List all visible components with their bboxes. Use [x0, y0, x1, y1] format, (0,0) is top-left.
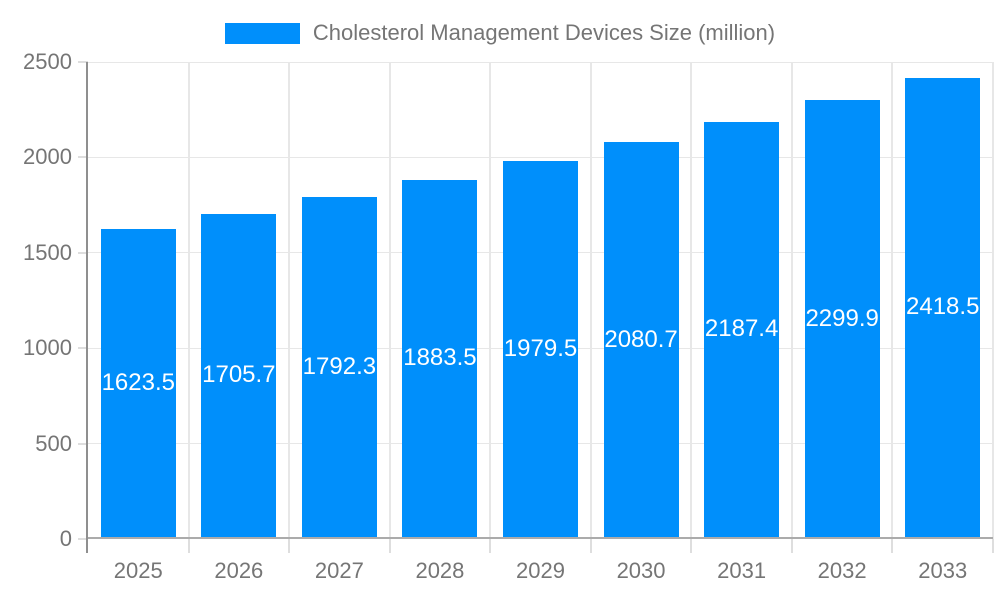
- x-axis-label: 2030: [616, 558, 666, 583]
- bar[interactable]: 1792.3: [301, 197, 377, 537]
- gridline-horizontal: [88, 156, 993, 158]
- bar[interactable]: 2187.4: [704, 121, 780, 537]
- bar-value-label: 2080.7: [604, 325, 678, 353]
- bar-value-label: 1705.7: [202, 361, 276, 389]
- gridline-vertical: [388, 62, 391, 539]
- gridline-vertical: [891, 62, 894, 539]
- y-axis-tick: [78, 61, 88, 63]
- x-axis-tick: [690, 539, 693, 553]
- y-axis-tick: [78, 347, 88, 350]
- bar-value-label: 1979.5: [503, 335, 578, 363]
- x-axis-label: 2029: [516, 558, 565, 583]
- x-axis-label: 2027: [314, 558, 364, 583]
- y-axis-label: 0: [59, 526, 72, 551]
- bar[interactable]: 2299.9: [804, 100, 880, 537]
- gridline-vertical: [187, 62, 190, 539]
- bar-value-label: 2299.9: [805, 304, 879, 332]
- bar[interactable]: 2418.5: [905, 77, 981, 537]
- gridline-vertical: [690, 62, 693, 539]
- chart-legend[interactable]: Cholesterol Management Devices Size (mil…: [0, 20, 1000, 46]
- x-axis-tick: [992, 539, 994, 553]
- gridline-vertical: [992, 62, 994, 539]
- bar[interactable]: 1883.5: [402, 179, 478, 537]
- x-axis-tick: [388, 539, 391, 553]
- bar-value-label: 1792.3: [302, 353, 377, 381]
- y-axis-label: 1000: [23, 335, 72, 361]
- y-axis-line: [86, 62, 88, 553]
- gridline-vertical: [288, 62, 291, 539]
- gridline-vertical: [489, 62, 492, 539]
- x-axis-label: 2033: [918, 558, 968, 583]
- x-axis-label: 2031: [717, 558, 767, 583]
- legend-series-label: Cholesterol Management Devices Size (mil…: [312, 20, 776, 45]
- x-axis-tick: [489, 539, 492, 553]
- x-axis-label: 2028: [415, 558, 465, 583]
- x-axis-label: 2026: [214, 558, 264, 583]
- gridline-vertical: [790, 62, 793, 539]
- bar[interactable]: 1623.5: [100, 229, 176, 537]
- y-axis-tick: [78, 442, 88, 445]
- y-axis-label: 2500: [23, 49, 72, 74]
- bar[interactable]: 2080.7: [603, 142, 679, 537]
- y-axis-tick: [78, 251, 88, 254]
- y-axis-label: 500: [35, 430, 72, 456]
- y-axis-label: 1500: [23, 239, 72, 265]
- legend-swatch: [224, 22, 300, 44]
- y-axis-label: 2000: [23, 144, 72, 170]
- x-axis-label: 2032: [817, 558, 867, 583]
- x-axis-tick: [288, 539, 291, 553]
- bar-value-label: 1883.5: [403, 344, 477, 372]
- x-axis-label: 2025: [113, 558, 163, 583]
- x-axis-tick: [790, 539, 793, 553]
- x-axis-tick: [187, 539, 190, 553]
- bar[interactable]: 1705.7: [201, 213, 277, 537]
- gridline-horizontal: [88, 61, 993, 63]
- bar[interactable]: 1979.5: [503, 161, 578, 537]
- bar-value-label: 1623.5: [101, 369, 175, 397]
- plot-area: 0 500 1000 1500 2000 2500 1623.5 2025 1705.7 2026…: [23, 49, 994, 583]
- bar-value-label: 2418.5: [906, 293, 980, 321]
- x-axis-line: [88, 537, 993, 539]
- x-axis-tick: [589, 539, 592, 553]
- gridline-vertical: [589, 62, 592, 539]
- y-axis-tick: [78, 156, 88, 159]
- x-axis-tick: [891, 539, 894, 553]
- y-axis-tick: [78, 538, 88, 540]
- bar-value-label: 2187.4: [704, 315, 779, 343]
